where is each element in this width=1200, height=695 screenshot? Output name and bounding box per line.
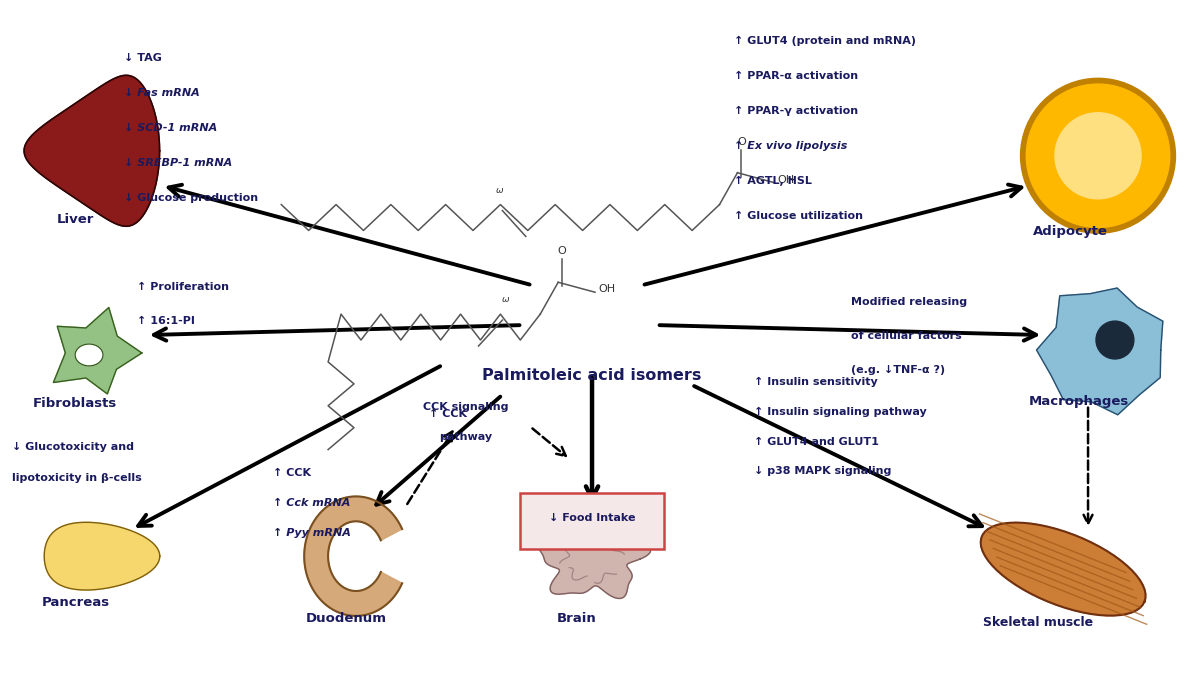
Text: of cellular factors: of cellular factors: [851, 331, 961, 341]
Text: ↑ Insulin sensitivity: ↑ Insulin sensitivity: [755, 377, 878, 387]
Text: ↑ PPAR-γ activation: ↑ PPAR-γ activation: [734, 106, 858, 116]
Circle shape: [1026, 84, 1170, 227]
Text: ↓ Glucose production: ↓ Glucose production: [124, 193, 258, 202]
Polygon shape: [305, 496, 402, 616]
Text: Skeletal muscle: Skeletal muscle: [984, 616, 1093, 629]
Text: Brain: Brain: [557, 612, 596, 625]
Polygon shape: [44, 523, 160, 590]
Text: ↑ Glucose utilization: ↑ Glucose utilization: [734, 211, 864, 220]
Text: Macrophages: Macrophages: [1028, 395, 1128, 408]
Text: ↑ CCK: ↑ CCK: [428, 409, 467, 418]
Text: ↓ SCD-1 mRNA: ↓ SCD-1 mRNA: [124, 123, 217, 133]
Text: Duodenum: Duodenum: [306, 612, 388, 625]
Text: ↓ TAG: ↓ TAG: [124, 53, 162, 63]
Text: ↑ CCK: ↑ CCK: [274, 468, 311, 478]
Text: Pancreas: Pancreas: [42, 596, 110, 609]
Text: ↑ Cck mRNA: ↑ Cck mRNA: [274, 498, 350, 508]
Text: ↑ GLUT4 and GLUT1: ↑ GLUT4 and GLUT1: [755, 436, 880, 447]
Polygon shape: [980, 523, 1146, 616]
Text: $\omega$: $\omega$: [496, 186, 504, 195]
Text: ↑ Proliferation: ↑ Proliferation: [137, 282, 229, 292]
Text: OH: OH: [598, 284, 616, 294]
Text: Fibroblasts: Fibroblasts: [32, 397, 116, 410]
Text: Modified releasing: Modified releasing: [851, 297, 967, 307]
Text: Liver: Liver: [58, 213, 95, 227]
Text: (e.g. ↓TNF-α ?): (e.g. ↓TNF-α ?): [851, 365, 946, 375]
Text: CCK signaling: CCK signaling: [422, 402, 509, 411]
Text: Palmitoleic acid isomers: Palmitoleic acid isomers: [482, 368, 702, 383]
Text: ↑ GLUT4 (protein and mRNA): ↑ GLUT4 (protein and mRNA): [734, 36, 917, 46]
Polygon shape: [54, 307, 142, 394]
Text: pathway: pathway: [439, 432, 492, 441]
Text: O: O: [737, 137, 746, 147]
Text: Adipocyte: Adipocyte: [1033, 225, 1108, 238]
Text: $\omega$: $\omega$: [502, 295, 510, 304]
Text: ↑ Insulin signaling pathway: ↑ Insulin signaling pathway: [755, 407, 928, 417]
Text: ↑ Ex vivo lipolysis: ↑ Ex vivo lipolysis: [734, 140, 848, 151]
Text: ↑ PPAR-α activation: ↑ PPAR-α activation: [734, 71, 858, 81]
Text: ↑ Pyy mRNA: ↑ Pyy mRNA: [274, 528, 352, 538]
Text: ↑ 16:1-PI: ↑ 16:1-PI: [137, 316, 194, 326]
Text: O: O: [558, 246, 566, 256]
Text: ↓ Glucotoxicity and: ↓ Glucotoxicity and: [12, 441, 134, 452]
Text: OH: OH: [778, 174, 794, 185]
Text: ↓ SREBP-1 mRNA: ↓ SREBP-1 mRNA: [124, 158, 232, 167]
Text: lipotoxicity in β-cells: lipotoxicity in β-cells: [12, 473, 142, 484]
Circle shape: [1096, 321, 1134, 359]
Text: ↓ Food Intake: ↓ Food Intake: [548, 514, 635, 523]
Polygon shape: [536, 514, 650, 598]
Circle shape: [1020, 79, 1176, 234]
Polygon shape: [24, 75, 160, 227]
FancyBboxPatch shape: [521, 493, 664, 549]
Polygon shape: [1037, 288, 1163, 415]
Text: ↓ Fas mRNA: ↓ Fas mRNA: [124, 88, 199, 98]
Circle shape: [1055, 113, 1141, 199]
Text: ↓ p38 MAPK signaling: ↓ p38 MAPK signaling: [755, 466, 892, 477]
Text: ↑ AGTL, HSL: ↑ AGTL, HSL: [734, 176, 812, 186]
Ellipse shape: [76, 344, 103, 366]
